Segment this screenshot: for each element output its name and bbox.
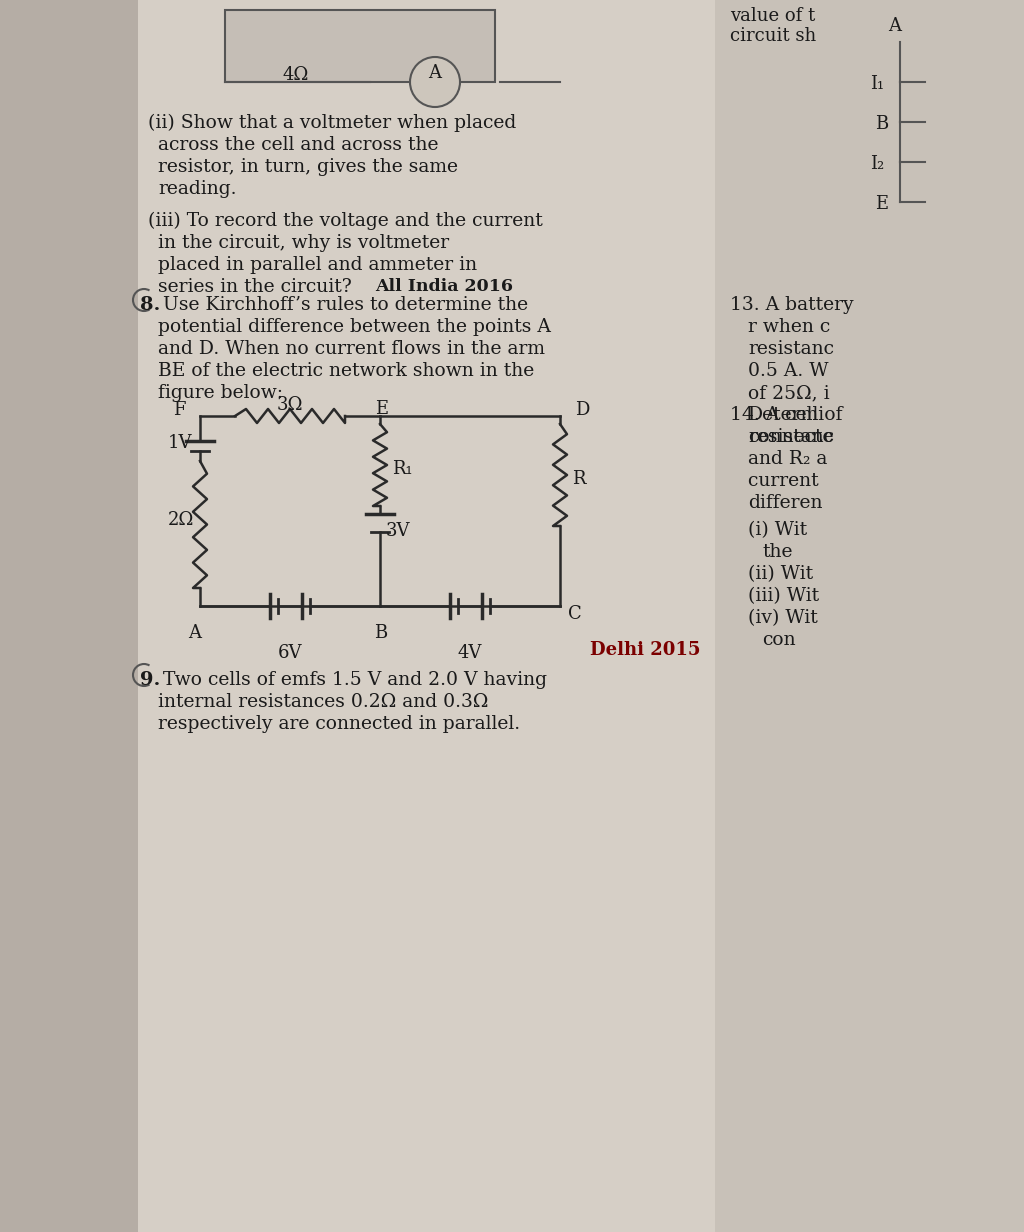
Text: internal resistances 0.2Ω and 0.3Ω: internal resistances 0.2Ω and 0.3Ω [158,692,488,711]
Text: differen: differen [748,494,822,513]
FancyBboxPatch shape [715,0,1024,1232]
Text: Two cells of emfs 1.5 V and 2.0 V having: Two cells of emfs 1.5 V and 2.0 V having [163,671,547,689]
Text: A: A [889,17,901,34]
Text: and R₂ a: and R₂ a [748,450,827,468]
Text: potential difference between the points A: potential difference between the points … [158,318,551,336]
Text: resistor, in turn, gives the same: resistor, in turn, gives the same [158,158,458,176]
Text: I₂: I₂ [870,155,885,172]
Text: resistanc: resistanc [748,428,834,446]
Text: circuit sh: circuit sh [730,27,816,46]
FancyBboxPatch shape [0,0,138,1232]
Text: B: B [374,623,387,642]
Text: C: C [568,605,582,623]
Text: across the cell and across the: across the cell and across the [158,136,438,154]
Text: the: the [762,543,793,561]
Text: BE of the electric network shown in the: BE of the electric network shown in the [158,362,535,379]
Text: 8.: 8. [140,296,161,314]
Text: 2Ω: 2Ω [168,511,195,529]
Text: 4V: 4V [458,644,482,662]
Text: R: R [572,469,586,488]
Text: figure below:: figure below: [158,384,283,402]
Text: Determi: Determi [748,407,825,424]
Text: of 25Ω, i: of 25Ω, i [748,384,829,402]
Text: con: con [762,631,796,649]
Text: (iii) Wit: (iii) Wit [748,586,819,605]
Text: D: D [575,400,590,419]
Text: series in the circuit?: series in the circuit? [158,278,352,296]
Text: 4Ω: 4Ω [282,67,308,84]
Text: (ii) Show that a voltmeter when placed: (ii) Show that a voltmeter when placed [148,115,516,132]
Text: (iv) Wit: (iv) Wit [748,609,818,627]
Circle shape [410,57,460,107]
Text: connecte: connecte [748,428,834,446]
Text: 1V: 1V [168,434,193,452]
Text: I₁: I₁ [870,75,884,92]
Text: value of t: value of t [730,7,815,25]
Text: current: current [748,472,824,490]
Text: Delhi 2015: Delhi 2015 [590,641,700,659]
Text: F: F [173,400,186,419]
Text: 13. A battery: 13. A battery [730,296,854,314]
Text: (i) Wit: (i) Wit [748,521,807,540]
Text: 6V: 6V [278,644,302,662]
Text: A: A [428,64,441,83]
Text: 9.: 9. [140,671,161,689]
Text: resistanc: resistanc [748,340,834,359]
Text: placed in parallel and ammeter in: placed in parallel and ammeter in [158,256,477,274]
FancyBboxPatch shape [225,10,495,83]
Text: E: E [874,195,888,213]
Text: A: A [188,623,201,642]
Text: All India 2016: All India 2016 [375,278,513,294]
Text: E: E [376,400,388,418]
Text: 0.5 A. W: 0.5 A. W [748,362,828,379]
Text: 3V: 3V [386,522,411,540]
Text: in the circuit, why is voltmeter: in the circuit, why is voltmeter [158,234,450,253]
Text: and D. When no current flows in the arm: and D. When no current flows in the arm [158,340,545,359]
Text: reading.: reading. [158,180,237,198]
Text: r when c: r when c [748,318,830,336]
Text: 3Ω: 3Ω [276,395,303,414]
Text: R₁: R₁ [392,460,413,478]
Text: Use Kirchhoff’s rules to determine the: Use Kirchhoff’s rules to determine the [163,296,528,314]
Text: B: B [874,115,888,133]
Text: (ii) Wit: (ii) Wit [748,565,813,583]
Text: respectively are connected in parallel.: respectively are connected in parallel. [158,715,520,733]
Text: 14. A cell of: 14. A cell of [730,407,843,424]
Text: (iii) To record the voltage and the current: (iii) To record the voltage and the curr… [148,212,543,230]
